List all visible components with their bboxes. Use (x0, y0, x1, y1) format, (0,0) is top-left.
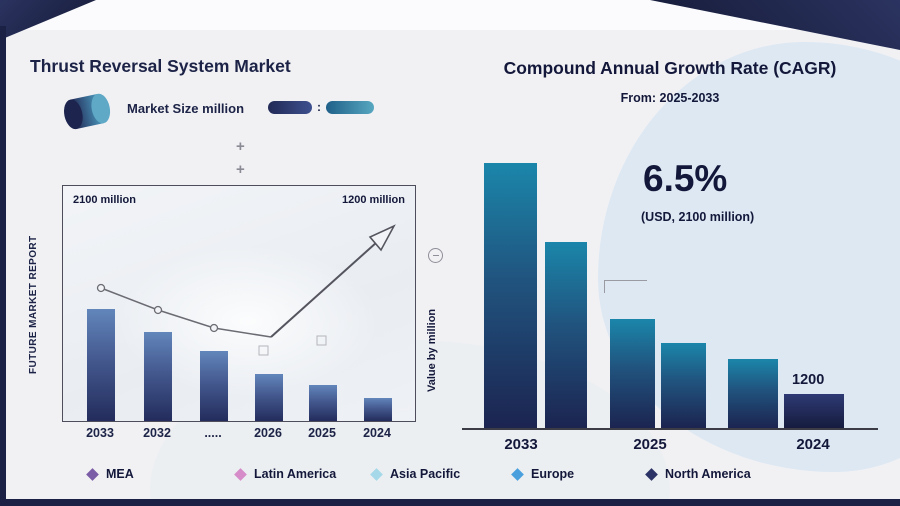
right-x-axis-line (462, 428, 878, 430)
teal-pill-decoration (326, 100, 374, 114)
market-size-bar-2026 (255, 374, 283, 421)
left-chart-title: Thrust Reversal System Market (30, 56, 291, 76)
cagr-bar-2025-2 (661, 343, 706, 428)
legend-label: MEA (106, 467, 134, 481)
plus-decoration: + (236, 138, 245, 155)
market-size-bar-2032 (144, 332, 172, 421)
right-y-axis-label: Value by million (426, 308, 438, 392)
diamond-icon (86, 467, 99, 481)
legend-item-asia-pacific: Asia Pacific (370, 467, 461, 481)
left-axis-label-2033: 2033 (86, 426, 114, 440)
left-axis-label-2032: 2032 (143, 426, 171, 440)
right-axis-label-2033: 2033 (504, 436, 538, 453)
market-size-bar-..... (200, 351, 228, 421)
annotation-2100-million: 2100 million (73, 194, 136, 206)
pill-decoration-group: : (268, 100, 374, 114)
legend-label: Europe (531, 467, 575, 481)
diamond-icon (370, 467, 383, 481)
left-edge-strip (0, 26, 6, 501)
right-axis-label-2025: 2025 (633, 436, 667, 453)
market-size-bar-2025 (309, 385, 337, 421)
left-axis-label-.....: ..... (204, 426, 222, 440)
legend-item-mea: MEA (86, 467, 134, 481)
cagr-bar-2025-1 (610, 319, 655, 428)
legend-label: Asia Pacific (390, 467, 461, 481)
cylinder-icon (64, 93, 111, 130)
right-chart-subtitle: From: 2025-2033 (620, 91, 720, 105)
cagr-bar-2033-2 (545, 242, 587, 428)
market-size-chart: 2100 million 1200 million (62, 185, 416, 422)
legend-item-north-america: North America (645, 467, 751, 481)
cagr-value: 6.5% (643, 158, 728, 199)
market-size-bars (63, 186, 415, 421)
cagr-note: (USD, 2100 million) (641, 210, 755, 224)
left-axis-label-2024: 2024 (363, 426, 391, 440)
pill-colon: : (317, 100, 321, 114)
cagr-bar-2024-1 (728, 359, 778, 428)
step-line-decoration (604, 280, 647, 293)
market-size-bar-2033 (87, 309, 115, 421)
market-size-legend-label: Market Size million (127, 101, 245, 116)
plus-decoration: + (236, 161, 245, 178)
bottom-strip (0, 499, 900, 506)
navy-pill-decoration (268, 100, 312, 114)
left-axis-label-2026: 2026 (254, 426, 282, 440)
diamond-icon (645, 467, 658, 481)
region-legend: MEA Latin America Asia Pacific Europe North … (0, 464, 900, 490)
right-chart-title: Compound Annual Growth Rate (CAGR) (503, 58, 837, 78)
left-chart-side-label: FUTURE MARKET REPORT (28, 235, 39, 375)
left-x-axis-labels: 2033 2032..... 2026 2025 2024 (62, 426, 414, 442)
legend-item-latin-america: Latin America (234, 467, 337, 481)
diamond-icon (234, 467, 247, 481)
annotation-1200: 1200 (792, 372, 825, 388)
left-axis-label-2025: 2025 (308, 426, 336, 440)
annotation-1200-million: 1200 million (342, 194, 405, 206)
diamond-icon (511, 467, 524, 481)
cagr-bar-2024-2 (784, 394, 844, 428)
legend-label: Latin America (254, 467, 337, 481)
legend-label: North America (665, 467, 751, 481)
cagr-chart: 1200 2033 2025 2024 (462, 160, 886, 460)
right-axis-label-2024: 2024 (796, 436, 830, 453)
legend-item-europe: Europe (511, 467, 575, 481)
market-size-bar-2024 (364, 398, 392, 421)
cagr-bar-2033-1 (484, 163, 537, 428)
minus-circle-decoration (428, 248, 443, 263)
